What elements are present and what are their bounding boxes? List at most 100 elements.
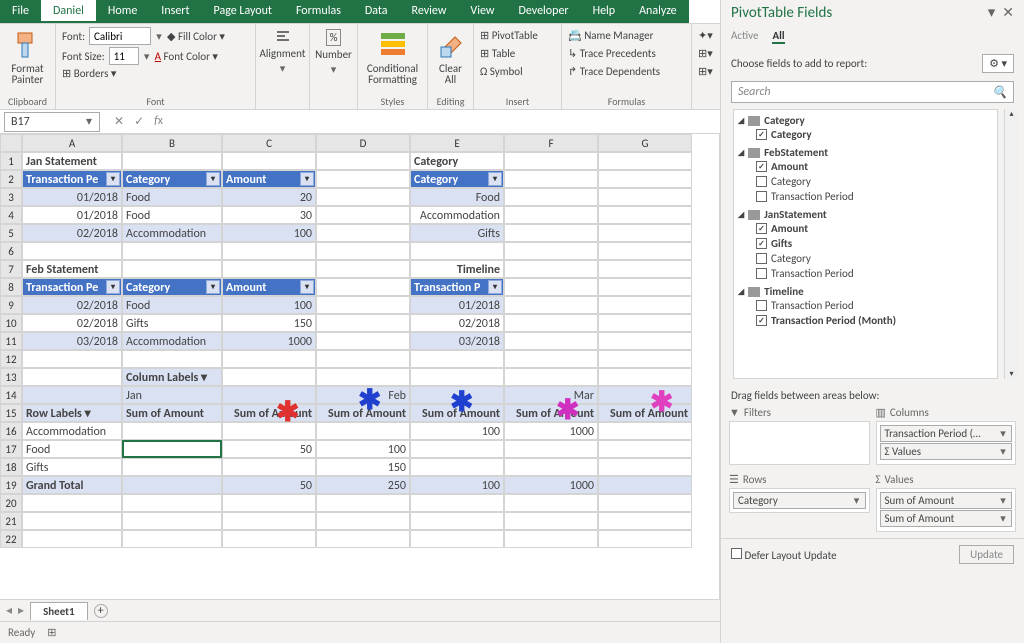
- cell[interactable]: [122, 422, 222, 440]
- cell[interactable]: Sum of Amount: [122, 404, 222, 422]
- cell[interactable]: [316, 350, 410, 368]
- row-header[interactable]: 3: [0, 188, 22, 206]
- cell[interactable]: [410, 458, 504, 476]
- filter-icon[interactable]: ▾: [206, 280, 220, 294]
- cell[interactable]: Category▾: [122, 170, 222, 188]
- cell[interactable]: [122, 494, 222, 512]
- cell[interactable]: [222, 350, 316, 368]
- cell[interactable]: [504, 296, 598, 314]
- cell[interactable]: Mar: [504, 386, 598, 404]
- trace-dependents-button[interactable]: ↱ Trace Dependents: [568, 63, 685, 81]
- field-group[interactable]: ◢Timeline: [738, 285, 993, 298]
- borders-button[interactable]: ⊞ Borders ▾: [62, 67, 116, 80]
- cell[interactable]: [598, 350, 692, 368]
- cell[interactable]: 100: [316, 440, 410, 458]
- cell[interactable]: Accommodation: [22, 422, 122, 440]
- cell[interactable]: Transaction P▾: [410, 278, 504, 296]
- fx-icon[interactable]: fx: [154, 114, 163, 129]
- area-pill[interactable]: Sum of Amount▾: [880, 492, 1013, 509]
- cell[interactable]: [22, 242, 122, 260]
- cell[interactable]: [410, 386, 504, 404]
- cell[interactable]: [122, 458, 222, 476]
- cell[interactable]: 50: [222, 440, 316, 458]
- cell[interactable]: 150: [222, 314, 316, 332]
- col-header[interactable]: B: [122, 134, 222, 152]
- area-pill[interactable]: Sum of Amount▾: [880, 510, 1013, 527]
- field-checkbox[interactable]: [756, 268, 767, 279]
- cell[interactable]: [598, 512, 692, 530]
- cell[interactable]: [504, 152, 598, 170]
- update-button[interactable]: Update: [959, 545, 1014, 564]
- cell[interactable]: [504, 206, 598, 224]
- cell[interactable]: Gifts: [122, 314, 222, 332]
- cell[interactable]: [504, 332, 598, 350]
- sheet-nav-next-icon[interactable]: ▸: [18, 603, 24, 618]
- filter-icon[interactable]: ▾: [201, 369, 207, 386]
- field-checkbox[interactable]: [756, 253, 767, 264]
- cell[interactable]: 250: [316, 476, 410, 494]
- cell[interactable]: Column Labels ▾: [122, 368, 222, 386]
- area-pill[interactable]: Σ Values▾: [880, 443, 1013, 460]
- cell[interactable]: Sum of Amount: [598, 404, 692, 422]
- cell[interactable]: [316, 296, 410, 314]
- tab-data[interactable]: Data: [353, 0, 400, 23]
- cell[interactable]: [598, 530, 692, 548]
- row-header[interactable]: 6: [0, 242, 22, 260]
- cell[interactable]: [504, 260, 598, 278]
- name-box[interactable]: B17▾: [4, 112, 100, 132]
- add-sheet-icon[interactable]: +: [94, 604, 108, 618]
- field-item[interactable]: Transaction Period: [738, 266, 993, 281]
- sheet-nav-prev-icon[interactable]: ◂: [6, 603, 12, 618]
- tab-daniel[interactable]: Daniel: [41, 0, 96, 23]
- cell[interactable]: [598, 458, 692, 476]
- tab-home[interactable]: Home: [96, 0, 149, 23]
- cell[interactable]: Food: [122, 206, 222, 224]
- cell[interactable]: 1000: [504, 422, 598, 440]
- cell[interactable]: [316, 512, 410, 530]
- field-item[interactable]: Amount: [738, 159, 993, 174]
- cell[interactable]: 01/2018: [22, 188, 122, 206]
- cell[interactable]: [316, 170, 410, 188]
- cell[interactable]: [222, 242, 316, 260]
- field-item[interactable]: Gifts: [738, 236, 993, 251]
- font-color-button[interactable]: A Font Color ▾: [155, 50, 218, 63]
- row-header[interactable]: 2: [0, 170, 22, 188]
- tab-view[interactable]: View: [458, 0, 506, 23]
- cell[interactable]: [22, 530, 122, 548]
- cell[interactable]: Feb Statement: [22, 260, 122, 278]
- cell[interactable]: [504, 278, 598, 296]
- cell[interactable]: Accommodation: [122, 332, 222, 350]
- sheet-tab-sheet1[interactable]: Sheet1: [30, 602, 88, 620]
- field-item[interactable]: Amount: [738, 221, 993, 236]
- format-painter-button[interactable]: Format Painter: [6, 27, 49, 87]
- row-header[interactable]: 9: [0, 296, 22, 314]
- cancel-icon[interactable]: ✕: [114, 114, 124, 129]
- cell[interactable]: [122, 242, 222, 260]
- cell[interactable]: Category▾: [410, 170, 504, 188]
- cell[interactable]: [598, 386, 692, 404]
- cell[interactable]: [504, 242, 598, 260]
- cell[interactable]: Amount▾: [222, 278, 316, 296]
- conditional-formatting-button[interactable]: Conditional Formatting: [364, 27, 421, 87]
- cell[interactable]: [598, 422, 692, 440]
- cell[interactable]: [316, 188, 410, 206]
- field-list[interactable]: ◢CategoryCategory◢FebStatementAmountCate…: [733, 109, 998, 379]
- cell[interactable]: Row Labels ▾: [22, 404, 122, 422]
- cell[interactable]: 01/2018: [410, 296, 504, 314]
- cell[interactable]: 150: [316, 458, 410, 476]
- enter-icon[interactable]: ✓: [134, 114, 144, 129]
- col-header[interactable]: A: [22, 134, 122, 152]
- cell[interactable]: Feb: [316, 386, 410, 404]
- cell[interactable]: Accommodation: [122, 224, 222, 242]
- field-group[interactable]: ◢FebStatement: [738, 146, 993, 159]
- insert-table-button[interactable]: ⊞ Table: [480, 45, 555, 63]
- area-pill[interactable]: Category▾: [733, 492, 866, 509]
- cell[interactable]: [222, 260, 316, 278]
- col-header[interactable]: C: [222, 134, 316, 152]
- tab-file[interactable]: File: [0, 0, 41, 23]
- cell[interactable]: [316, 242, 410, 260]
- cell[interactable]: [222, 422, 316, 440]
- cell[interactable]: [504, 170, 598, 188]
- cell[interactable]: Sum of Amount: [316, 404, 410, 422]
- cell[interactable]: [504, 530, 598, 548]
